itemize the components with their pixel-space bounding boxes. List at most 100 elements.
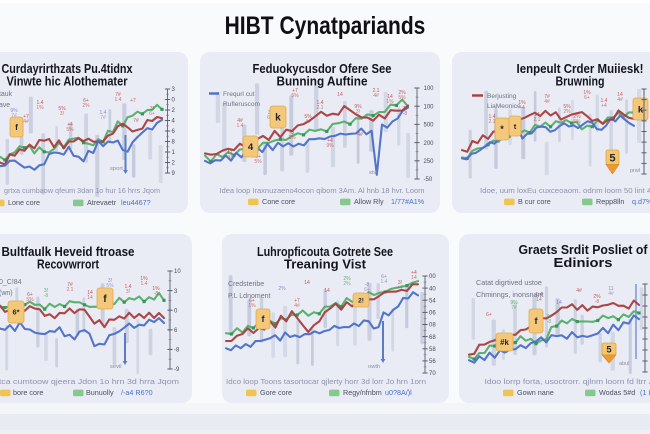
svg-text:3!: 3!	[44, 288, 48, 294]
svg-text:0: 0	[172, 98, 176, 104]
svg-text:5%: 5%	[304, 114, 312, 120]
svg-text:leu4467?: leu4467?	[121, 198, 151, 207]
svg-text:Graets Srdit Posliet of: Graets Srdit Posliet of	[519, 242, 649, 257]
svg-text:-8: -8	[365, 282, 370, 288]
svg-text:6*: 6*	[13, 308, 20, 317]
svg-text:1.4: 1.4	[237, 123, 244, 129]
svg-text:3!: 3!	[398, 280, 402, 286]
svg-text:7#: 7#	[67, 282, 73, 288]
svg-text:1/77#A1%: 1/77#A1%	[391, 197, 425, 206]
svg-text:(wn): (wn)	[0, 290, 13, 297]
svg-text:prwl: prwl	[630, 168, 640, 174]
svg-text:2!: 2!	[358, 297, 364, 304]
svg-text:1.4: 1.4	[489, 114, 496, 120]
svg-text:6+: 6+	[149, 111, 155, 117]
svg-text:2: 2	[172, 161, 176, 167]
svg-text:2.1: 2.1	[317, 105, 324, 111]
svg-text:+4: +4	[411, 270, 417, 276]
svg-text:B cur core: B cur core	[518, 197, 551, 206]
svg-text:14: 14	[87, 290, 93, 296]
svg-text:54: 54	[429, 299, 436, 305]
svg-text:Idea loop Iraxnuzaeno4ocon qib: Idea loop Iraxnuzaeno4ocon qibom 3Am. Al…	[220, 186, 425, 195]
svg-text:6+: 6+	[486, 312, 492, 318]
svg-text:7#: 7#	[11, 113, 17, 119]
svg-text:ave: ave	[0, 102, 10, 109]
svg-text:14: 14	[337, 92, 343, 98]
svg-text:-8: -8	[595, 299, 600, 305]
svg-text:5%: 5%	[58, 106, 66, 112]
svg-text:LiaMeonice: LiaMeonice	[487, 103, 521, 110]
svg-text:6+: 6+	[584, 95, 590, 101]
svg-text:Bruwning: Bruwning	[556, 74, 605, 89]
svg-text:1.4: 1.4	[536, 292, 543, 298]
svg-text:11: 11	[608, 286, 613, 292]
svg-text:Ediniors: Ediniors	[554, 255, 613, 270]
svg-text:5%: 5%	[291, 93, 299, 99]
svg-text:1.4: 1.4	[115, 97, 122, 103]
svg-text:7#: 7#	[511, 305, 517, 311]
svg-text:2.1: 2.1	[67, 287, 74, 293]
svg-text:4#: 4#	[305, 119, 311, 125]
svg-text:1%: 1%	[36, 105, 44, 111]
svg-text:2%: 2%	[563, 109, 571, 115]
svg-text:1%: 1%	[248, 303, 256, 309]
svg-text:14: 14	[87, 295, 93, 301]
svg-text:sport: sport	[110, 166, 123, 172]
svg-text:k: k	[638, 105, 644, 116]
svg-text:14: 14	[304, 280, 310, 286]
svg-text:4#: 4#	[544, 99, 550, 105]
svg-text:1.4: 1.4	[37, 100, 44, 106]
svg-text:Lone core: Lone core	[8, 198, 40, 207]
svg-text:3!: 3!	[108, 278, 112, 284]
svg-text:abul: abul	[619, 361, 629, 367]
svg-text:1%: 1%	[518, 100, 526, 106]
svg-text:tauk: tauk	[0, 91, 13, 98]
svg-text:stvi: stvi	[369, 170, 378, 176]
svg-text:3: 3	[172, 87, 176, 93]
svg-text:1.4: 1.4	[381, 279, 388, 285]
svg-text:2%: 2%	[343, 281, 351, 287]
svg-text:gptca cumtoow qjeera Jdon 1o h: gptca cumtoow qjeera Jdon 1o hrn 3d hrra…	[0, 377, 179, 386]
svg-text:0: 0	[174, 308, 178, 314]
svg-text:100: 100	[424, 86, 435, 92]
svg-text:4: 4	[248, 142, 254, 153]
svg-text:u0?8A/)l: u0?8A/)l	[385, 388, 412, 397]
svg-text:14: 14	[324, 288, 330, 294]
svg-text:40: 40	[429, 286, 436, 292]
svg-text:1%: 1%	[583, 90, 591, 96]
svg-text:#k: #k	[500, 338, 509, 347]
svg-text:bore core: bore core	[13, 388, 43, 397]
svg-text:11: 11	[227, 150, 232, 156]
svg-text:1.4: 1.4	[317, 100, 324, 106]
svg-text:3!: 3!	[356, 109, 360, 115]
svg-text:Bunuolly: Bunuolly	[86, 388, 114, 397]
svg-text:2%: 2%	[593, 294, 601, 300]
svg-text:q.d7%: q.d7%	[632, 197, 650, 206]
svg-text:5%: 5%	[66, 127, 74, 133]
svg-text:6: 6	[172, 129, 176, 135]
svg-text:3!: 3!	[150, 106, 154, 112]
svg-text:7#: 7#	[133, 118, 139, 124]
svg-text:6+: 6+	[381, 274, 387, 280]
svg-text:Catat digrtived ustoe: Catat digrtived ustoe	[476, 278, 542, 287]
svg-text:f: f	[103, 294, 107, 305]
svg-text:-8: -8	[290, 130, 295, 136]
svg-text:5: 5	[606, 345, 611, 355]
svg-text:2%: 2%	[573, 114, 581, 120]
svg-text:Allow Rly: Allow Rly	[354, 197, 384, 206]
svg-text:6+: 6+	[364, 287, 370, 293]
svg-text:Bunning Auftine: Bunning Auftine	[277, 74, 368, 89]
svg-text:14: 14	[536, 297, 542, 303]
svg-text:Curdayrirthzats Pu.4tidnx: Curdayrirthzats Pu.4tidnx	[2, 61, 134, 76]
svg-text:00: 00	[429, 274, 436, 280]
svg-text:+4: +4	[601, 103, 607, 109]
svg-text:4#: 4#	[23, 119, 29, 125]
svg-text:1%: 1%	[140, 276, 148, 282]
svg-text:1.4: 1.4	[141, 281, 148, 287]
svg-text:7#: 7#	[402, 106, 408, 112]
svg-text:56: 56	[429, 359, 436, 365]
svg-text:7#: 7#	[546, 314, 552, 320]
svg-text:Credsteribe: Credsteribe	[228, 281, 264, 288]
svg-text:2.1: 2.1	[489, 119, 496, 125]
svg-text:7#: 7#	[115, 92, 121, 98]
